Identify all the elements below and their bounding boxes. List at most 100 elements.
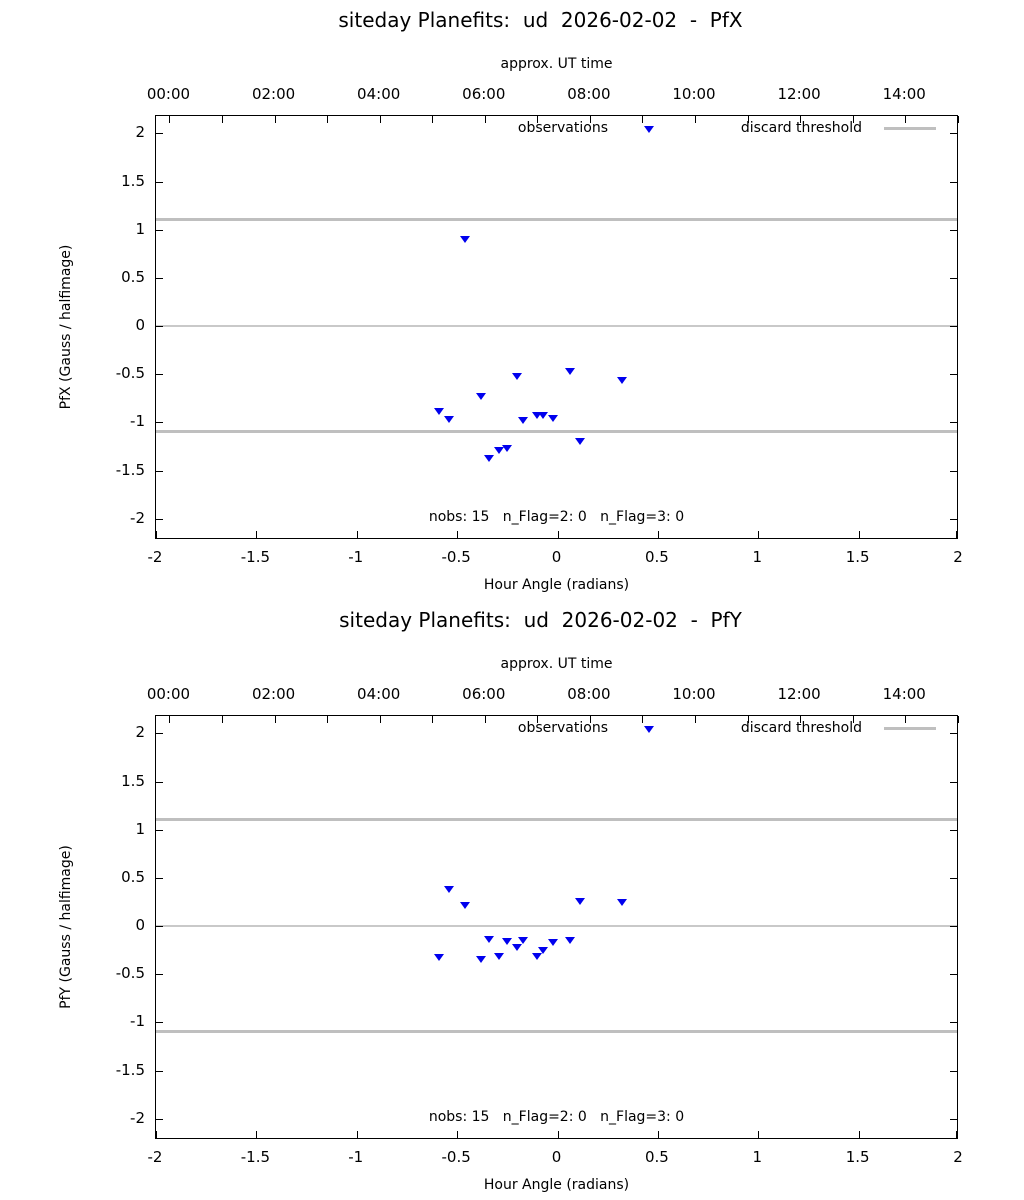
x-tick-label: 1.5 <box>845 548 870 566</box>
y-tick-label: 1 <box>135 819 145 838</box>
ut-tick-label: 06:00 <box>462 85 506 103</box>
zero-line <box>156 325 957 328</box>
observation-marker <box>444 415 455 423</box>
x-axis-tick <box>457 1131 459 1138</box>
x-tick-label: 2 <box>953 548 963 566</box>
ut-tick-label: 00:00 <box>146 85 191 103</box>
ut-axis-tick <box>379 716 381 723</box>
observation-marker <box>444 886 455 894</box>
y-axis-tick <box>950 374 957 376</box>
y-axis-tick <box>156 181 163 183</box>
observation-marker <box>616 898 627 906</box>
ut-axis-tick <box>327 116 329 123</box>
observation-marker <box>502 938 513 946</box>
ut-tick-label: 00:00 <box>146 685 191 703</box>
chart-title: siteday Planefits: ud 2026-02-02 - PfY <box>339 608 742 632</box>
ut-tick-label: 08:00 <box>567 85 611 103</box>
x-axis-tick <box>956 531 957 538</box>
ut-axis-tick <box>274 716 276 723</box>
legend-threshold-label: discard threshold <box>740 120 862 136</box>
x-tick-label: -1 <box>348 1148 364 1166</box>
ut-axis-label: approx. UT time <box>500 656 613 672</box>
y-tick-label: -1 <box>130 412 145 431</box>
y-tick-label: -0.5 <box>115 364 145 383</box>
x-axis-tick <box>256 1131 258 1138</box>
observation-marker <box>512 373 523 381</box>
y-axis-tick <box>156 781 163 783</box>
y-tick-label: 0 <box>135 916 145 935</box>
observation-marker <box>512 944 523 952</box>
ut-axis-tick <box>905 716 907 723</box>
observation-marker <box>532 952 543 960</box>
x-tick-label: 0 <box>551 548 562 566</box>
x-axis-label: Hour Angle (radians) <box>483 1177 630 1193</box>
ut-axis-tick <box>695 716 696 723</box>
x-axis-tick <box>657 1131 659 1138</box>
x-axis-tick <box>156 531 157 538</box>
y-axis-tick <box>950 974 957 976</box>
y-axis-tick <box>156 277 163 279</box>
y-tick-label: 0.5 <box>121 867 145 886</box>
y-axis-tick <box>950 829 957 831</box>
ut-axis-tick <box>747 716 749 723</box>
ut-axis-tick <box>274 116 276 123</box>
ut-tick-label: 04:00 <box>357 685 401 703</box>
chart-title: siteday Planefits: ud 2026-02-02 - PfX <box>338 8 743 32</box>
stats-label: nobs: 15 n_Flag=2: 0 n_Flag=3: 0 <box>428 509 685 525</box>
x-axis-tick <box>758 1131 760 1138</box>
observation-marker <box>574 437 585 445</box>
ut-axis-tick <box>589 116 591 123</box>
observation-marker <box>484 455 495 463</box>
y-axis-tick <box>156 133 163 135</box>
observation-marker <box>538 411 549 419</box>
x-axis-tick <box>356 531 358 538</box>
ut-axis-tick <box>589 716 591 723</box>
ut-tick-label: 02:00 <box>251 85 296 103</box>
ut-axis-tick <box>379 116 381 123</box>
x-axis-tick <box>858 1131 860 1138</box>
y-axis-tick <box>156 926 163 928</box>
ut-axis-tick <box>537 116 539 123</box>
x-axis-label: Hour Angle (radians) <box>483 577 630 593</box>
ut-axis-tick <box>957 716 959 723</box>
legend-observations-label: observations <box>517 120 608 136</box>
ut-axis-tick <box>642 716 644 723</box>
x-axis-tick <box>758 531 760 538</box>
ut-axis-tick <box>484 716 486 723</box>
observation-marker <box>460 901 471 909</box>
y-axis-label: PfX (Gauss / halfimage) <box>58 244 74 410</box>
ut-tick-label: 10:00 <box>672 85 716 103</box>
ut-axis-tick <box>957 116 959 123</box>
y-tick-label: -2 <box>130 508 145 527</box>
y-axis-tick <box>156 518 163 520</box>
observation-marker <box>494 447 505 455</box>
x-axis-tick <box>557 531 559 538</box>
y-axis-tick <box>950 518 957 520</box>
observation-marker <box>434 953 445 961</box>
observation-marker <box>616 377 627 384</box>
y-tick-label: -2 <box>130 1108 145 1127</box>
x-axis-tick <box>457 531 459 538</box>
y-axis-tick <box>950 277 957 279</box>
ut-tick-label: 14:00 <box>882 85 926 103</box>
x-tick-label: 0 <box>551 1148 562 1166</box>
ut-axis-tick <box>642 116 644 123</box>
legend-observations-label: observations <box>517 720 608 736</box>
ut-axis-tick <box>432 116 434 123</box>
y-tick-label: 0.5 <box>121 267 145 286</box>
ut-axis-tick <box>222 116 223 123</box>
plot-area: observations discard threshold nobs: 15 n_… <box>155 715 959 1139</box>
ut-axis-tick <box>484 116 486 123</box>
observation-marker <box>532 411 543 419</box>
ut-axis-label: approx. UT time <box>500 56 613 72</box>
observation-marker <box>518 937 529 945</box>
zero-line <box>156 925 957 928</box>
y-axis-tick <box>156 326 163 328</box>
y-axis-tick <box>950 133 957 135</box>
ut-tick-label: 14:00 <box>882 685 926 703</box>
y-axis-tick <box>156 1022 163 1024</box>
y-axis-tick <box>950 1070 957 1072</box>
ut-axis-tick <box>800 116 802 123</box>
y-tick-label: -1 <box>130 1012 145 1031</box>
y-axis-tick <box>156 1118 163 1120</box>
